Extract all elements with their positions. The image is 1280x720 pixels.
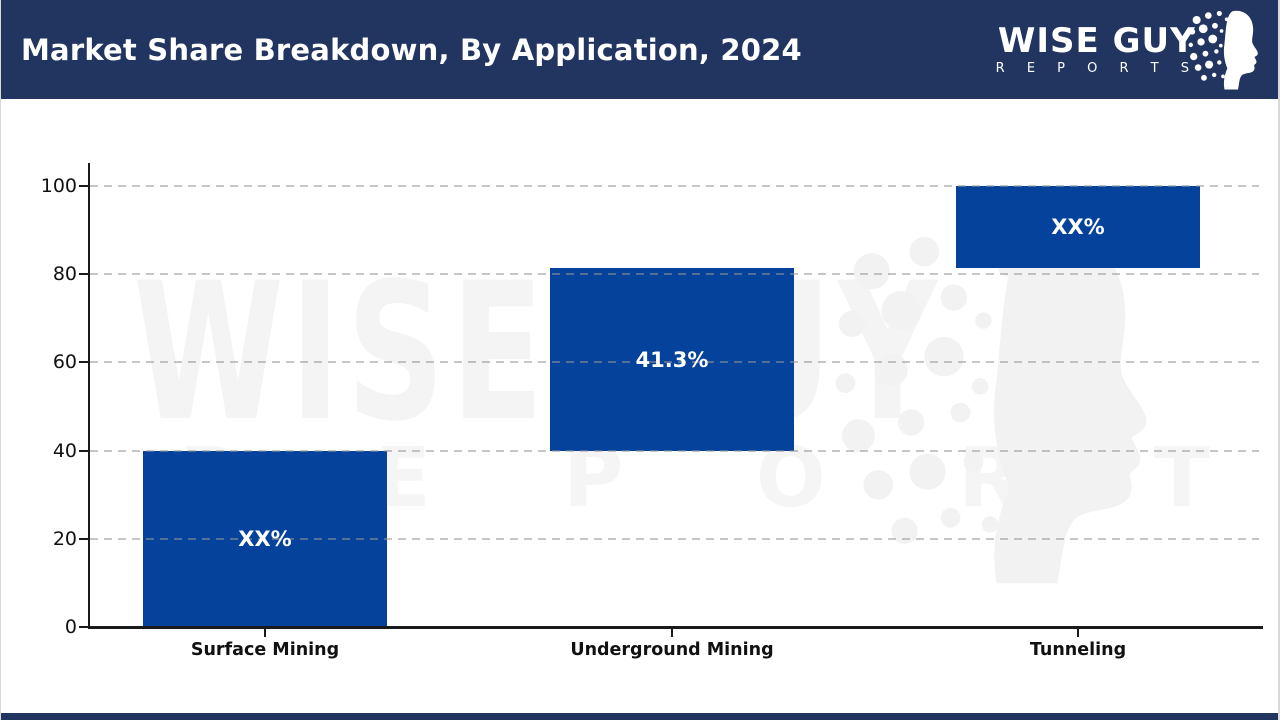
y-tick-mark <box>79 537 88 540</box>
x-category-label: Tunneling <box>1029 640 1127 660</box>
header-bar: Market Share Breakdown, By Application, … <box>1 0 1278 99</box>
y-tick-mark <box>79 185 88 187</box>
y-tick-mark <box>79 273 88 276</box>
x-category-label: Surface Mining <box>190 640 340 660</box>
watermark-face-icon <box>835 230 1147 584</box>
x-axis-line <box>88 626 1263 629</box>
y-axis-line <box>88 163 90 629</box>
brand-subtitle: R E P O R T S <box>995 61 1198 76</box>
brand-wordmark: WISE GUY R E P O R T S <box>996 24 1198 75</box>
gridline-100 <box>90 185 1259 187</box>
x-category-label: Underground Mining <box>570 640 774 660</box>
gridline-60 <box>90 361 1259 364</box>
y-tick-mark <box>79 361 88 364</box>
brand-name: WISE GUY <box>997 21 1196 61</box>
bar-value-label: XX% <box>1051 215 1105 240</box>
x-tick-mark <box>1077 628 1079 637</box>
bar-value-label: 41.3% <box>635 347 709 372</box>
y-tick-label: 40 <box>52 439 77 462</box>
x-tick-mark <box>264 628 266 637</box>
watermark-wordmark: WISE GUY <box>133 242 943 463</box>
y-tick-mark <box>79 626 88 628</box>
y-tick-label: 60 <box>52 351 77 374</box>
page-title: Market Share Breakdown, By Application, … <box>21 32 802 67</box>
y-tick-label: 80 <box>52 263 77 286</box>
gridline-40 <box>90 449 1259 452</box>
x-tick-mark <box>671 628 673 637</box>
bar-underground-mining <box>550 268 794 451</box>
gridline-80 <box>90 273 1259 276</box>
bar-value-label: XX% <box>238 526 292 551</box>
y-tick-mark <box>79 449 88 452</box>
y-tick-label: 20 <box>52 527 77 550</box>
y-tick-label: 0 <box>64 616 77 638</box>
footer-bar <box>1 713 1278 720</box>
brand-logo: WISE GUY R E P O R T S <box>996 9 1260 91</box>
brand-face-icon <box>1188 10 1258 90</box>
gridline-20 <box>90 537 1259 540</box>
y-tick-label: 100 <box>40 175 77 197</box>
